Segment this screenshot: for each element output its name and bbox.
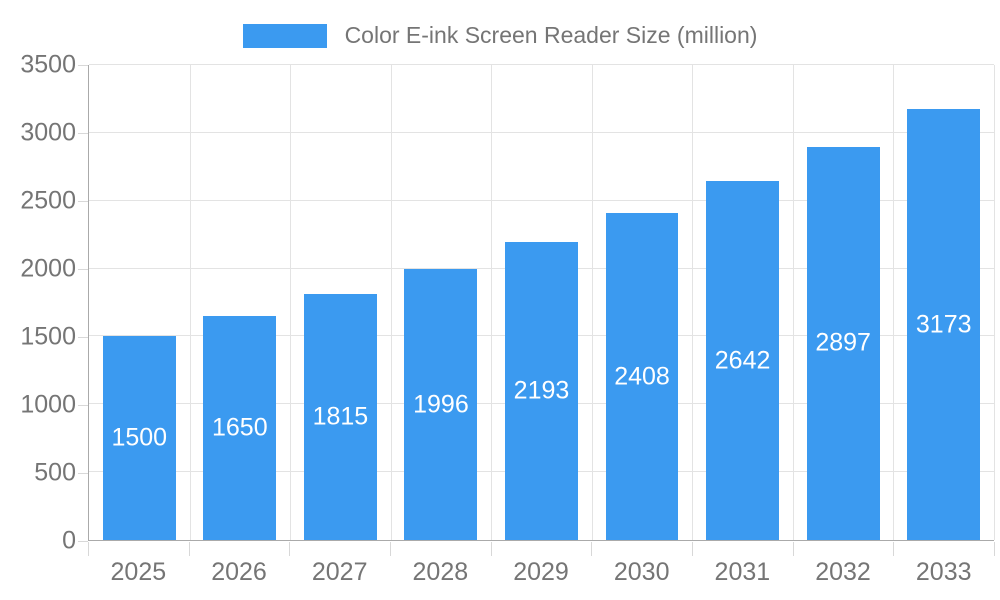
x-tick-label: 2031 [714,558,771,586]
bar-value-label: 2408 [614,362,670,391]
x-tick [994,542,995,556]
x-tick-label: 2029 [513,558,569,586]
x-tick [490,542,492,556]
y-tick [78,473,88,474]
gridline-horizontal [89,199,994,201]
x-tick [390,542,391,556]
legend-swatch[interactable] [242,23,327,48]
x-tick-label: 2030 [613,558,670,586]
x-tick-label: 2027 [311,558,368,586]
y-tick [78,201,88,202]
y-tick [78,541,88,542]
bar-value-label: 2193 [513,376,570,405]
bar[interactable]: 3173 [907,109,981,540]
x-tick-label: 2033 [915,558,972,586]
y-tick-label: 2500 [20,186,76,215]
bar[interactable]: 2642 [706,181,780,540]
gridline-vertical [591,65,593,540]
y-tick [78,269,88,270]
bar-slot: 3173 [893,65,994,540]
bar-value-label: 1815 [312,402,369,431]
bar-slot: 1650 [190,65,291,540]
bar-slot: 2642 [692,65,793,540]
bar-slot: 2897 [793,65,894,540]
bar[interactable]: 2897 [806,146,880,540]
gridline-vertical [189,65,191,540]
x-tick [88,542,89,556]
gridline-horizontal [89,64,994,65]
y-tick-label: 1000 [20,390,76,419]
y-tick-label: 3000 [20,118,76,147]
x-tick-label: 2028 [412,558,469,586]
gridline-vertical [390,65,392,540]
y-tick [78,337,88,338]
gridline-vertical [893,65,895,540]
legend[interactable]: Color E-ink Screen Reader Size (million) [0,22,1000,49]
bar-slot: 1996 [391,65,492,540]
bar-value-label: 1500 [111,423,168,452]
bar-value-label: 1650 [212,413,268,442]
y-tick-label: 1500 [20,322,76,351]
y-tick [78,133,88,134]
x-tick [188,542,190,556]
x-tick [792,542,794,556]
bar-slot: 2408 [592,65,693,540]
bar[interactable]: 2193 [505,242,578,540]
x-tick [893,542,895,556]
bar[interactable]: 1500 [102,336,176,540]
gridline-vertical [692,65,694,540]
bar[interactable]: 2408 [605,213,679,540]
gridline-vertical [491,65,493,540]
y-tick-label: 3500 [20,50,76,79]
plot-area: 1500 1650 1815 1996 2193 2408 2642 2897 3173 [88,64,995,541]
y-tick-label: 500 [34,458,76,487]
bar-slot: 1500 [89,65,190,540]
x-tick-label: 2026 [211,558,267,586]
x-axis-labels: 2025 2026 2027 2028 2029 2030 2031 2032 2033 [88,558,994,587]
y-tick-label: 0 [62,526,76,555]
bar-value-label: 1996 [413,390,469,419]
bar-slot: 2193 [491,65,592,540]
y-tick [78,65,88,66]
bar-value-label: 3173 [915,310,972,339]
gridline-horizontal [89,131,994,133]
x-tick-label: 2025 [110,558,167,586]
bar-slot: 1815 [290,65,391,540]
bar[interactable]: 1815 [303,293,377,540]
gridline-vertical [994,65,995,540]
gridline-vertical [290,65,292,540]
bar-value-label: 2642 [714,346,771,375]
bar-value-label: 2897 [815,328,871,357]
y-tick [78,405,88,406]
y-tick-label: 2000 [20,254,76,283]
legend-label[interactable]: Color E-ink Screen Reader Size (million) [344,22,758,48]
x-tick [692,542,693,556]
x-tick [591,542,593,556]
bar[interactable]: 1650 [203,316,277,540]
bar[interactable]: 1996 [404,269,478,540]
gridline-vertical [792,65,794,540]
x-tick-label: 2032 [815,558,871,586]
x-tick [289,542,291,556]
